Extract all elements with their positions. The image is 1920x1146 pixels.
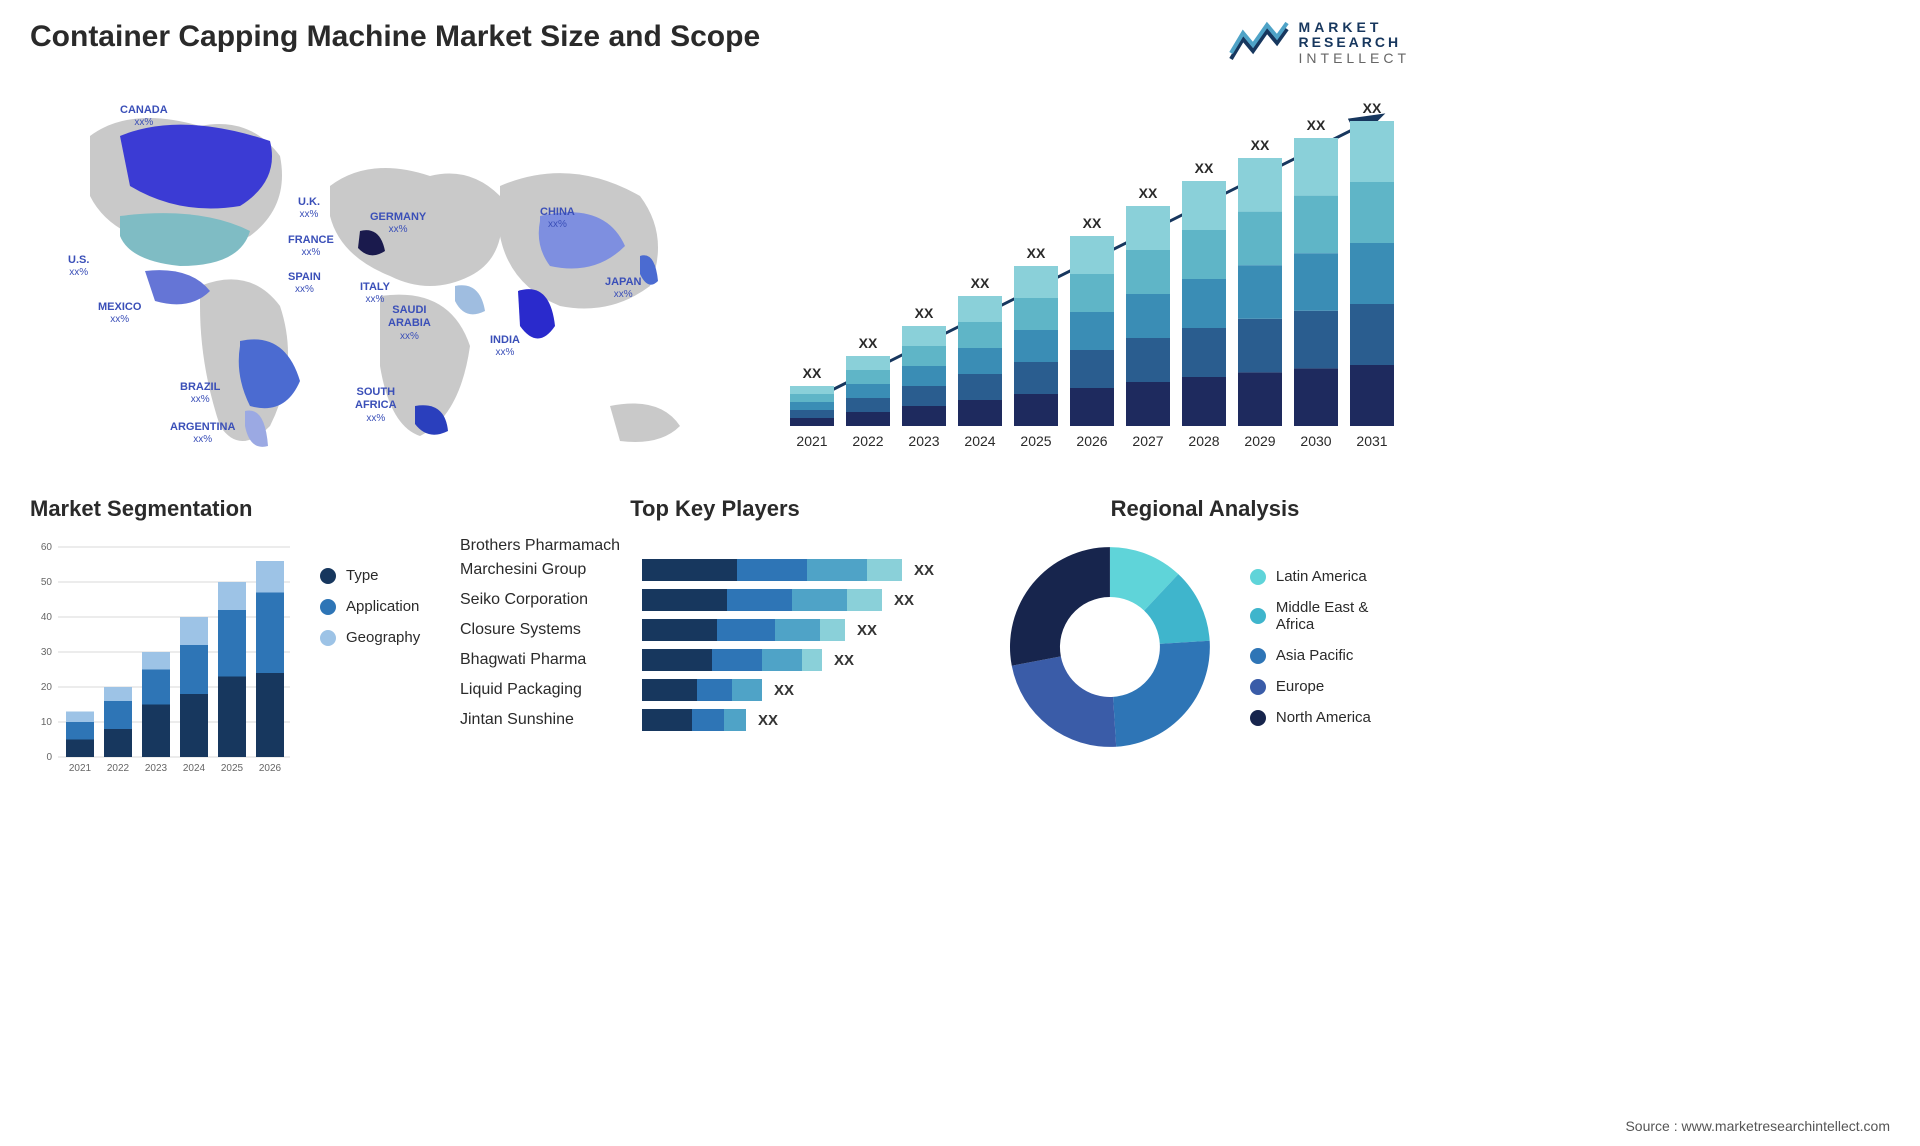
player-row-closure-systems: Closure SystemsXX [460, 619, 970, 641]
svg-text:2024: 2024 [183, 763, 206, 774]
map-label-argentina: ARGENTINAxx% [170, 421, 235, 446]
svg-text:2022: 2022 [107, 763, 130, 774]
logo-text-1: MARKET [1299, 20, 1410, 35]
svg-text:2030: 2030 [1300, 433, 1331, 449]
segmentation-title: Market Segmentation [30, 496, 430, 522]
key-player-extra: Brothers Pharmamach [460, 537, 970, 555]
logo-icon [1229, 21, 1289, 66]
page-title: Container Capping Machine Market Size an… [30, 20, 760, 54]
map-label-france: FRANCExx% [288, 234, 334, 259]
key-players-panel: Top Key Players Brothers Pharmamach Marc… [460, 496, 970, 777]
map-label-brazil: BRAZILxx% [180, 381, 220, 406]
world-map: CANADAxx% U.S.xx% MEXICOxx% BRAZILxx% ARGENT… [30, 86, 730, 466]
player-row-liquid-packaging: Liquid PackagingXX [460, 679, 970, 701]
svg-text:0: 0 [46, 752, 52, 763]
map-label-italy: ITALYxx% [360, 281, 390, 306]
map-label-spain: SPAINxx% [288, 271, 321, 296]
regional-legend: Latin America Middle East & Africa Asia Pa… [1250, 568, 1410, 726]
svg-text:2025: 2025 [221, 763, 244, 774]
map-label-germany: GERMANYxx% [370, 211, 426, 236]
svg-text:2031: 2031 [1356, 433, 1387, 449]
svg-text:XX: XX [1139, 185, 1158, 201]
regional-donut [1000, 537, 1220, 757]
player-row-marchesini-group: Marchesini GroupXX [460, 559, 970, 581]
svg-text:2024: 2024 [964, 433, 995, 449]
svg-text:XX: XX [915, 305, 934, 321]
svg-text:XX: XX [859, 335, 878, 351]
map-label-china: CHINAxx% [540, 206, 575, 231]
ra-legend-latin-america: Latin America [1250, 568, 1410, 585]
svg-text:10: 10 [41, 717, 53, 728]
brand-logo: MARKET RESEARCH INTELLECT [1229, 20, 1410, 66]
logo-text-2: RESEARCH [1299, 35, 1410, 50]
ra-legend-europe: Europe [1250, 678, 1410, 695]
svg-text:2023: 2023 [908, 433, 939, 449]
svg-text:40: 40 [41, 612, 53, 623]
seg-legend-application: Application [320, 598, 420, 615]
seg-legend-type: Type [320, 567, 420, 584]
svg-text:XX: XX [803, 365, 822, 381]
svg-text:2026: 2026 [259, 763, 282, 774]
svg-text:2023: 2023 [145, 763, 168, 774]
map-label-japan: JAPANxx% [605, 276, 641, 301]
svg-text:2029: 2029 [1244, 433, 1275, 449]
ra-legend-middle-east---africa: Middle East & Africa [1250, 599, 1410, 633]
segmentation-chart: 0 10 20 30 40 50 60 2021 2022 2023 2024 2025 2026 [30, 537, 290, 777]
map-label-us: U.S.xx% [68, 254, 89, 279]
svg-text:20: 20 [41, 682, 53, 693]
regional-panel: Regional Analysis Latin America Middle Ea… [1000, 496, 1410, 777]
map-label-uk: U.K.xx% [298, 196, 320, 221]
svg-text:XX: XX [1083, 215, 1102, 231]
map-label-canada: CANADAxx% [120, 104, 168, 129]
svg-text:XX: XX [1307, 117, 1326, 133]
svg-text:30: 30 [41, 647, 53, 658]
svg-text:2025: 2025 [1020, 433, 1051, 449]
svg-text:60: 60 [41, 542, 53, 553]
svg-text:XX: XX [1363, 100, 1382, 116]
svg-text:2022: 2022 [852, 433, 883, 449]
region-saudi [455, 285, 485, 314]
key-players-title: Top Key Players [460, 496, 970, 522]
source-text: Source : www.marketresearchintellect.com [1625, 1118, 1890, 1134]
ra-legend-north-america: North America [1250, 709, 1410, 726]
svg-text:XX: XX [971, 275, 990, 291]
seg-legend-geography: Geography [320, 629, 420, 646]
player-row-seiko-corporation: Seiko CorporationXX [460, 589, 970, 611]
logo-text-3: INTELLECT [1299, 51, 1410, 66]
region-brazil [239, 340, 300, 409]
svg-text:2021: 2021 [69, 763, 92, 774]
map-label-southafrica: SOUTHAFRICAxx% [355, 386, 397, 424]
ra-legend-asia-pacific: Asia Pacific [1250, 647, 1410, 664]
key-players-chart: Marchesini GroupXX Seiko CorporationXX Clo… [460, 559, 970, 731]
map-label-saudiarabia: SAUDIARABIAxx% [388, 304, 431, 342]
growth-chart: XX 2021 XX 2022 XX 2023 XX 2024 XX 2025 XX 2026 XX 20… [770, 86, 1410, 466]
svg-text:2021: 2021 [796, 433, 827, 449]
segmentation-legend: Type Application Geography [320, 537, 420, 777]
player-row-bhagwati-pharma: Bhagwati PharmaXX [460, 649, 970, 671]
regional-title: Regional Analysis [1000, 496, 1410, 522]
svg-text:XX: XX [1251, 137, 1270, 153]
svg-text:XX: XX [1195, 160, 1214, 176]
segmentation-panel: Market Segmentation 0 10 20 30 40 50 60 2021 202… [30, 496, 430, 777]
svg-text:2027: 2027 [1132, 433, 1163, 449]
svg-text:50: 50 [41, 577, 53, 588]
player-row-jintan-sunshine: Jintan SunshineXX [460, 709, 970, 731]
map-label-mexico: MEXICOxx% [98, 301, 141, 326]
svg-text:2026: 2026 [1076, 433, 1107, 449]
map-label-india: INDIAxx% [490, 334, 520, 359]
svg-text:XX: XX [1027, 245, 1046, 261]
svg-text:2028: 2028 [1188, 433, 1219, 449]
